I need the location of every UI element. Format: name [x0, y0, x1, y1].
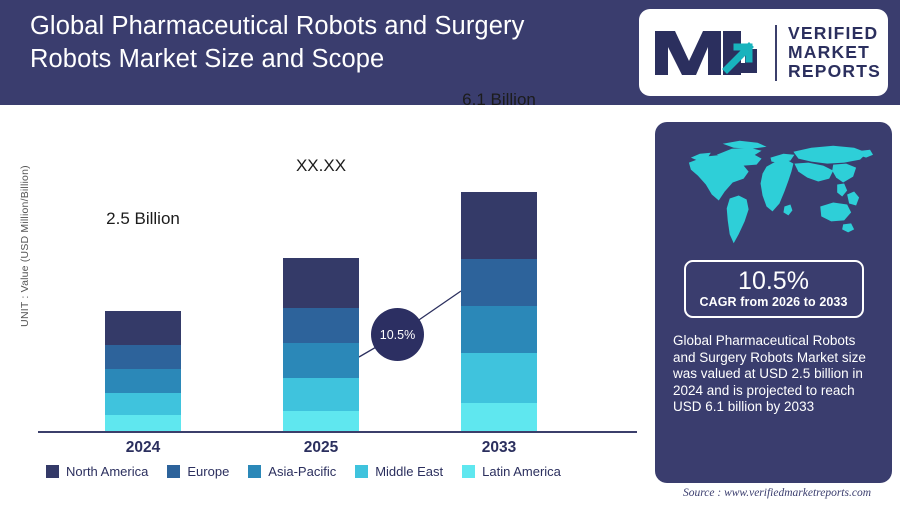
logo-wordmark: VERIFIED MARKET REPORTS [788, 24, 881, 81]
stacked-bar[interactable] [105, 311, 181, 431]
legend-label: Latin America [482, 464, 561, 479]
cagr-value: 10.5% [738, 267, 809, 295]
page-title: Global Pharmaceutical Robots and Surgery… [30, 12, 525, 73]
cagr-highlight-box: 10.5% CAGR from 2026 to 2033 [683, 260, 864, 318]
bar-value-label: 6.1 Billion [462, 90, 536, 109]
bar-segment[interactable] [283, 343, 359, 378]
bar-group-2024[interactable]: 2.5 Billion 2024 [105, 209, 181, 456]
legend-item-latin-america[interactable]: Latin America [462, 464, 561, 479]
cagr-caption: CAGR from 2026 to 2033 [699, 295, 848, 309]
bar-segment[interactable] [461, 306, 537, 353]
legend-swatch [462, 465, 476, 478]
bar-segment[interactable] [105, 369, 181, 393]
bar-segment[interactable] [105, 393, 181, 415]
market-summary-text: Global Pharmaceutical Robots and Surgery… [673, 333, 866, 414]
x-axis-tick-2025: 2025 [303, 439, 339, 456]
bar-value-label: XX.XX [295, 156, 347, 175]
x-axis-tick-2033: 2033 [481, 439, 517, 456]
header-banner: Global Pharmaceutical Robots and Surgery… [0, 0, 900, 105]
logo: VERIFIED MARKET REPORTS [639, 9, 888, 96]
legend-swatch [167, 465, 181, 478]
stacked-bar[interactable] [283, 258, 359, 431]
summary-panel: 10.5% CAGR from 2026 to 2033 Global Phar… [655, 122, 892, 483]
world-map-icon [669, 136, 878, 252]
legend-swatch [46, 465, 59, 478]
bar-segment[interactable] [105, 415, 181, 431]
bar-segment[interactable] [461, 192, 537, 259]
bar-segment[interactable] [461, 353, 537, 403]
bar-chart: UNIT : Value (USD Million/Billion) 10.5%… [0, 90, 650, 506]
x-axis-line [38, 431, 637, 433]
bar-group-2025[interactable]: XX.XX 2025 [283, 156, 359, 456]
bar-segment[interactable] [283, 308, 359, 343]
x-axis-tick-2024: 2024 [125, 439, 161, 456]
brand-line-1: VERIFIED [788, 23, 879, 43]
legend-item-middle-east[interactable]: Middle East [355, 464, 443, 479]
bar-segment[interactable] [461, 403, 537, 431]
bar-segment[interactable] [283, 258, 359, 308]
stacked-bar[interactable] [461, 192, 537, 431]
bar-segment[interactable] [105, 345, 181, 369]
bar-segment[interactable] [283, 411, 359, 431]
bar-group-2033[interactable]: 6.1 Billion 2033 [461, 90, 537, 456]
legend-label: Middle East [375, 464, 444, 479]
vmr-logo-mark-icon [655, 30, 757, 75]
legend-item-asia-pacific[interactable]: Asia-Pacific [248, 464, 336, 479]
brand-line-2: MARKET [788, 42, 871, 62]
legend-swatch [248, 465, 262, 478]
bar-value-label: 2.5 Billion [106, 209, 180, 228]
brand-line-3: REPORTS [788, 61, 881, 81]
chart-legend: North America Europe Asia-Pacific Middle Ea… [46, 464, 561, 479]
legend-label: Europe [187, 464, 230, 479]
legend-swatch [355, 465, 369, 478]
source-attribution: Source : www.verifiedmarketreports.com [682, 487, 871, 499]
legend-item-europe[interactable]: Europe [167, 464, 229, 479]
legend-label: North America [66, 464, 149, 479]
legend-item-north-america[interactable]: North America [46, 464, 148, 479]
cagr-bubble: 10.5% [371, 308, 424, 361]
logo-divider [775, 24, 777, 81]
y-axis-label: UNIT : Value (USD Million/Billion) [19, 165, 31, 327]
bar-segment[interactable] [105, 311, 181, 345]
legend-label: Asia-Pacific [268, 464, 337, 479]
bar-segment[interactable] [461, 259, 537, 306]
bar-segment[interactable] [283, 378, 359, 411]
